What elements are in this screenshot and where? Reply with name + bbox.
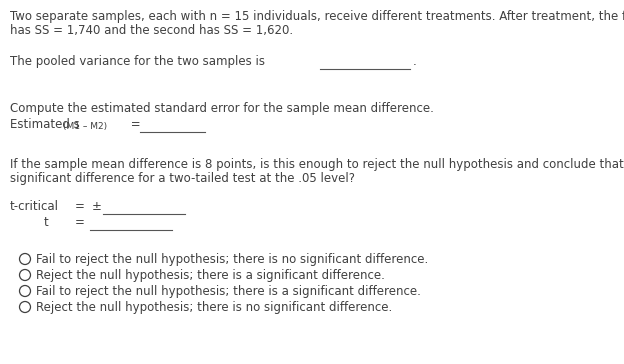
Text: Fail to reject the null hypothesis; there is a significant difference.: Fail to reject the null hypothesis; ther…	[36, 285, 421, 297]
Text: Two separate samples, each with n = 15 individuals, receive different treatments: Two separate samples, each with n = 15 i…	[10, 10, 624, 23]
Text: Compute the estimated standard error for the sample mean difference.: Compute the estimated standard error for…	[10, 102, 434, 115]
Text: Estimated s: Estimated s	[10, 118, 80, 131]
Text: Reject the null hypothesis; there is no significant difference.: Reject the null hypothesis; there is no …	[36, 301, 392, 313]
Text: =: =	[75, 200, 85, 213]
Text: =: =	[75, 216, 85, 229]
Text: If the sample mean difference is 8 points, is this enough to reject the null hyp: If the sample mean difference is 8 point…	[10, 158, 624, 171]
Text: (M1 – M2): (M1 – M2)	[63, 122, 107, 131]
Text: t: t	[44, 216, 49, 229]
Text: t-critical: t-critical	[10, 200, 59, 213]
Text: Fail to reject the null hypothesis; there is no significant difference.: Fail to reject the null hypothesis; ther…	[36, 253, 429, 265]
Text: The pooled variance for the two samples is: The pooled variance for the two samples …	[10, 55, 265, 68]
Text: ±: ±	[92, 200, 102, 213]
Text: Reject the null hypothesis; there is a significant difference.: Reject the null hypothesis; there is a s…	[36, 269, 386, 281]
Text: significant difference for a two-tailed test at the .05 level?: significant difference for a two-tailed …	[10, 172, 355, 185]
Text: .: .	[413, 55, 417, 68]
Text: =: =	[127, 118, 140, 131]
Text: has SS = 1,740 and the second has SS = 1,620.: has SS = 1,740 and the second has SS = 1…	[10, 24, 293, 37]
